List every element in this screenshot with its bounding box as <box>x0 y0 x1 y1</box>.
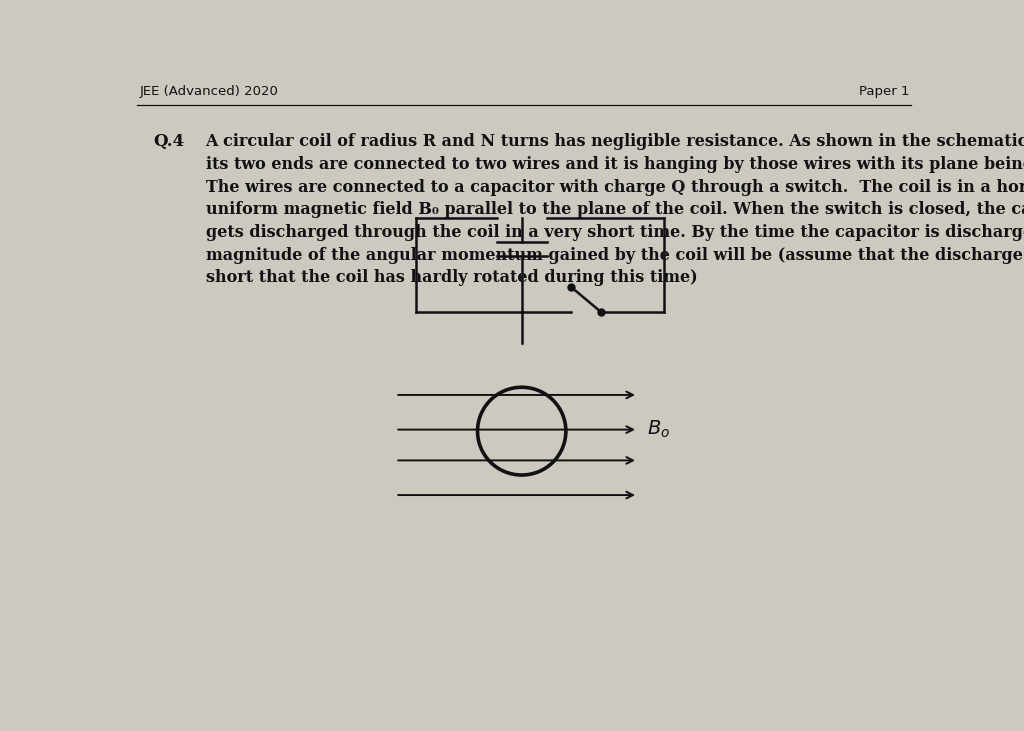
Text: JEE (Advanced) 2020: JEE (Advanced) 2020 <box>139 86 279 99</box>
Text: Paper 1: Paper 1 <box>859 86 909 99</box>
Text: $B_o$: $B_o$ <box>647 419 671 440</box>
Text: A circular coil of radius R and N turns has negligible resistance. As shown in t: A circular coil of radius R and N turns … <box>206 133 1024 150</box>
Text: short that the coil has hardly rotated during this time): short that the coil has hardly rotated d… <box>206 270 697 287</box>
Text: The wires are connected to a capacitor with charge Q through a switch.  The coil: The wires are connected to a capacitor w… <box>206 178 1024 196</box>
Text: gets discharged through the coil in a very short time. By the time the capacitor: gets discharged through the coil in a ve… <box>206 224 1024 241</box>
Text: its two ends are connected to two wires and it is hanging by those wires with it: its two ends are connected to two wires … <box>206 156 1024 173</box>
Text: uniform magnetic field B₀ parallel to the plane of the coil. When the switch is : uniform magnetic field B₀ parallel to th… <box>206 201 1024 219</box>
Text: Q.4: Q.4 <box>153 133 184 150</box>
Text: magnitude of the angular momentum gained by the coil will be (assume that the di: magnitude of the angular momentum gained… <box>206 247 1024 264</box>
